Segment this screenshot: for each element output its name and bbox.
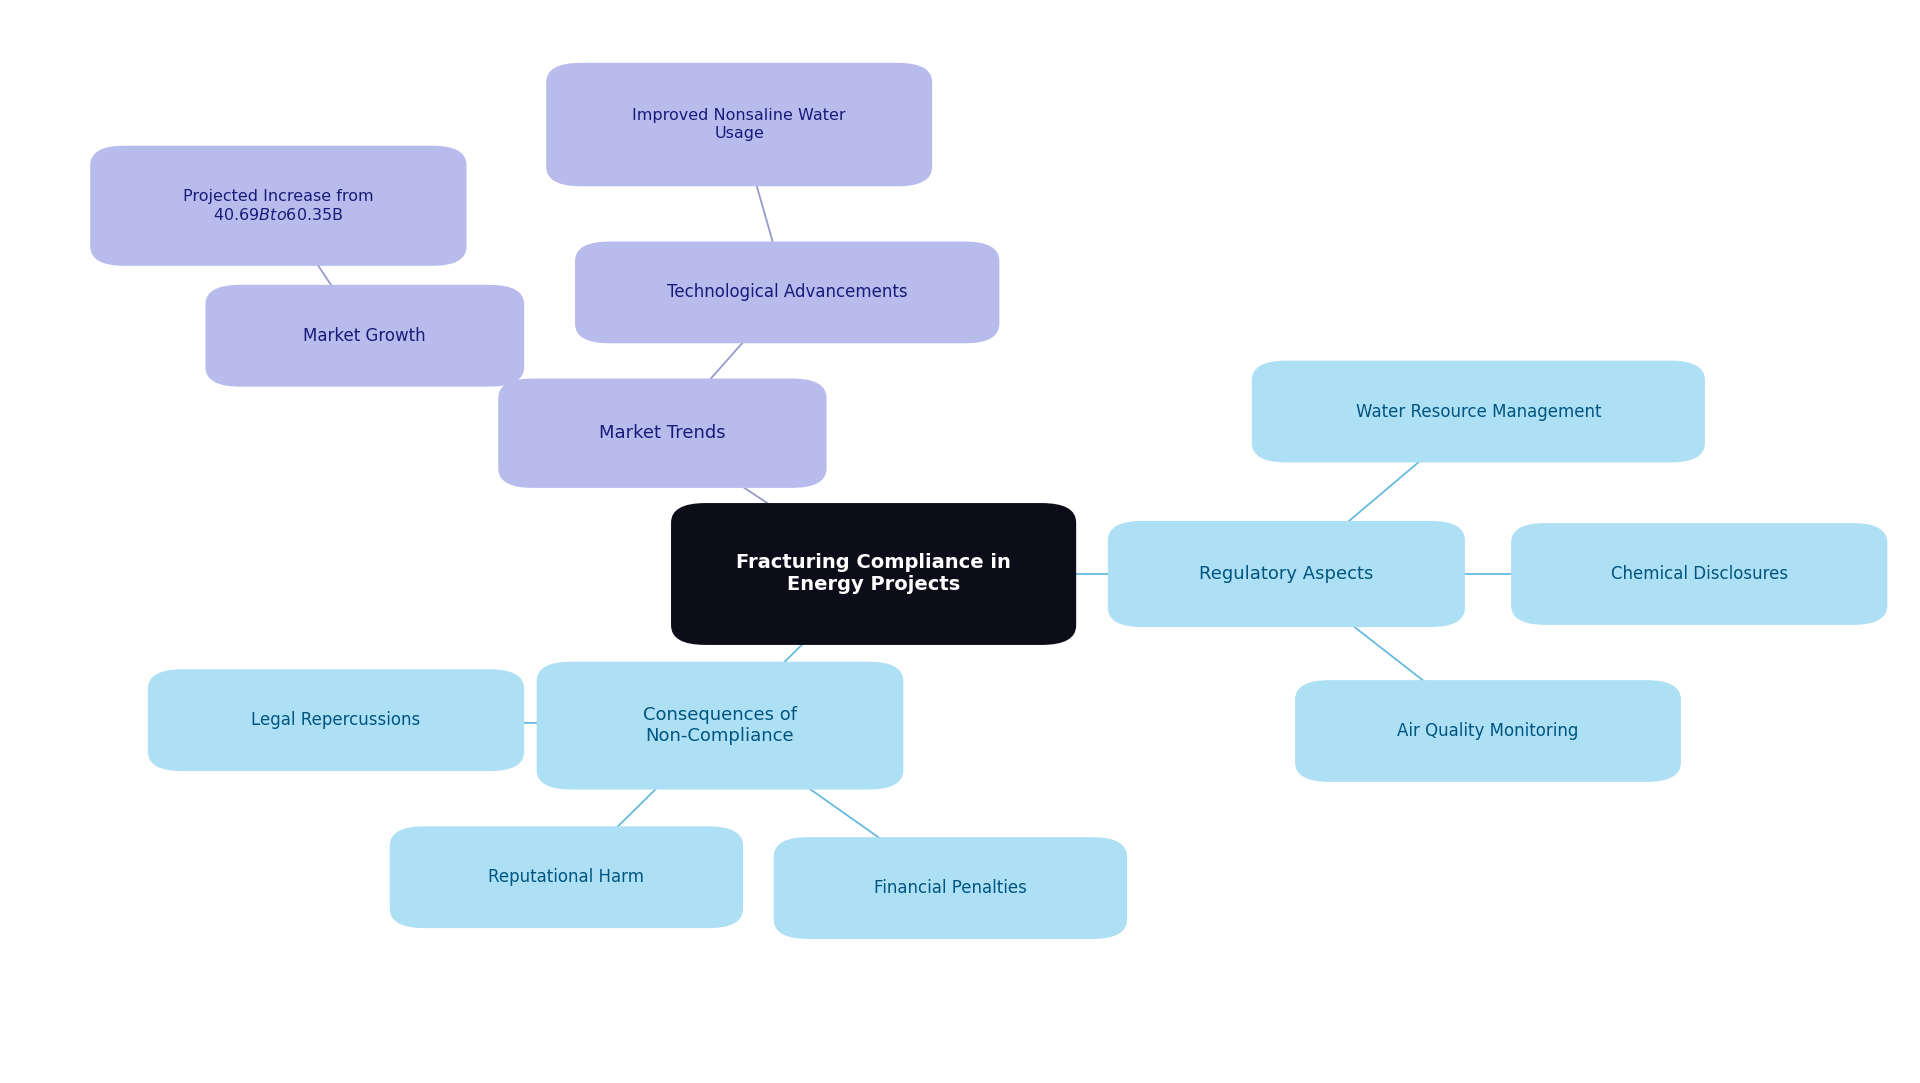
Text: Chemical Disclosures: Chemical Disclosures: [1611, 565, 1788, 583]
FancyBboxPatch shape: [148, 669, 524, 771]
FancyBboxPatch shape: [536, 662, 902, 790]
FancyBboxPatch shape: [545, 63, 933, 186]
FancyBboxPatch shape: [1252, 361, 1705, 462]
Text: Consequences of
Non-Compliance: Consequences of Non-Compliance: [643, 706, 797, 745]
FancyBboxPatch shape: [774, 837, 1127, 939]
Text: Air Quality Monitoring: Air Quality Monitoring: [1398, 722, 1578, 740]
FancyBboxPatch shape: [576, 242, 998, 343]
Text: Market Trends: Market Trends: [599, 425, 726, 442]
Text: Improved Nonsaline Water
Usage: Improved Nonsaline Water Usage: [632, 108, 847, 141]
FancyBboxPatch shape: [1108, 521, 1465, 627]
Text: Projected Increase from
$40.69B to $60.35B: Projected Increase from $40.69B to $60.3…: [182, 188, 374, 223]
Text: Regulatory Aspects: Regulatory Aspects: [1200, 565, 1373, 583]
Text: Fracturing Compliance in
Energy Projects: Fracturing Compliance in Energy Projects: [735, 553, 1012, 595]
Text: Technological Advancements: Technological Advancements: [666, 284, 908, 301]
FancyBboxPatch shape: [672, 503, 1075, 645]
Text: Reputational Harm: Reputational Harm: [488, 869, 645, 886]
Text: Water Resource Management: Water Resource Management: [1356, 403, 1601, 420]
Text: Market Growth: Market Growth: [303, 327, 426, 344]
Text: Financial Penalties: Financial Penalties: [874, 879, 1027, 897]
FancyBboxPatch shape: [497, 379, 826, 488]
Text: Legal Repercussions: Legal Repercussions: [252, 712, 420, 729]
FancyBboxPatch shape: [390, 826, 743, 928]
FancyBboxPatch shape: [1294, 680, 1680, 782]
FancyBboxPatch shape: [205, 285, 524, 387]
FancyBboxPatch shape: [90, 146, 467, 265]
FancyBboxPatch shape: [1511, 523, 1887, 625]
